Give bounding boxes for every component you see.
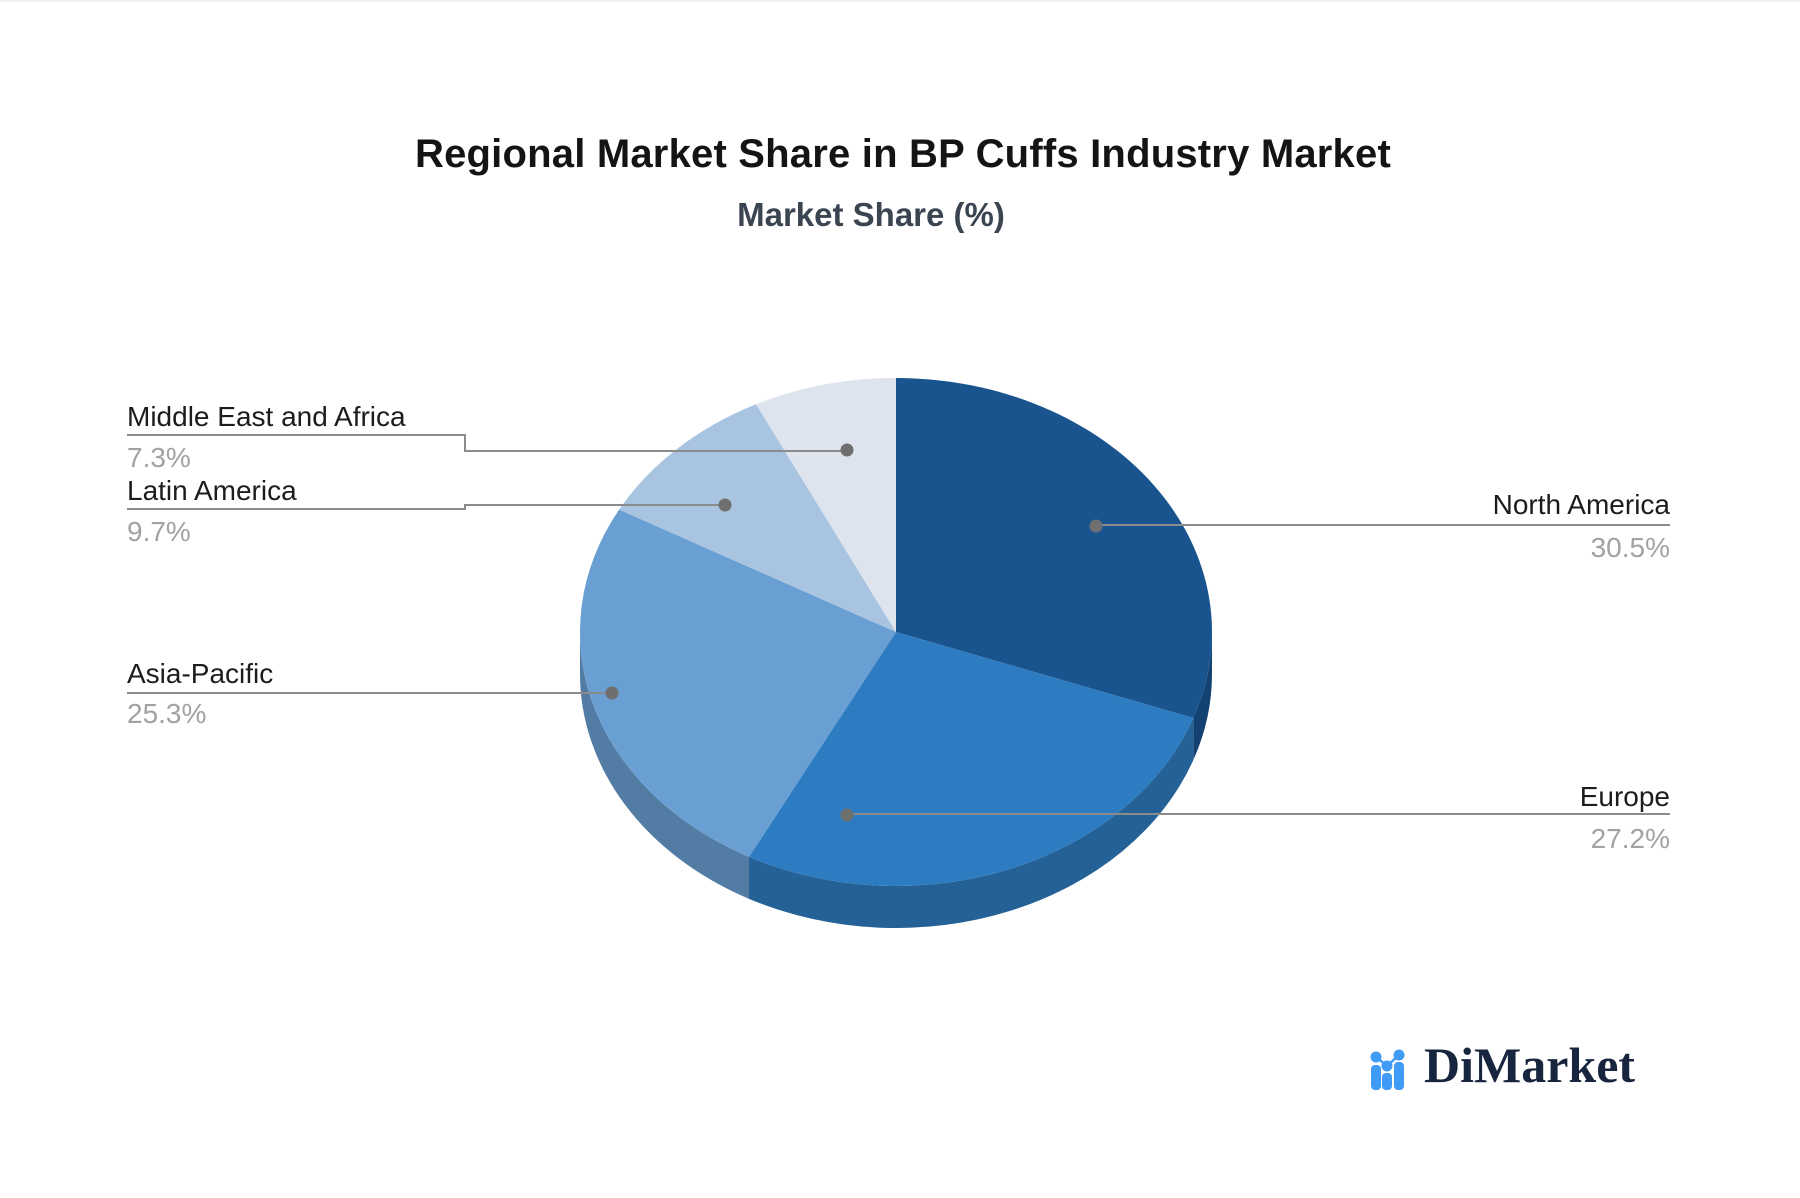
leader-line-middle-east-and-africa [127,434,847,452]
slice-value-north-america: 30.5% [1590,532,1670,563]
chart-subtitle: Market Share (%) [737,196,1005,233]
pie-slice-asia-pacific[interactable] [580,509,896,857]
dimarket-logo: DiMarket [1362,1040,1635,1092]
slice-value-europe: 27.2% [1590,823,1670,854]
pie-side-europe [749,718,1194,928]
pie-slice-europe[interactable] [749,632,1194,886]
leader-line-latin-america [127,504,725,510]
leader-dot-north-america [1089,519,1103,533]
pie-slice-latin-america[interactable] [619,404,896,632]
pie-slices [580,378,1212,886]
slice-label-europe: Europe [1579,781,1670,812]
pie-slice-north-america[interactable] [896,378,1212,719]
leader-dot-middle-east-and-africa [840,443,854,457]
leader-lines [127,434,1670,822]
pie-side-north-america [1193,632,1212,761]
leader-dot-latin-america [718,498,732,512]
slice-value-middle-east-africa: 7.3% [127,442,191,473]
leader-dot-europe [840,808,854,822]
pie-3d-sides [580,632,1212,928]
slice-label-middle-east-africa: Middle East and Africa [127,401,406,432]
pie-side-asia-pacific [580,632,750,899]
bar-chart-logo-icon [1370,1049,1405,1090]
chart-title: Regional Market Share in BP Cuffs Indust… [415,132,1391,176]
slice-label-asia-pacific: Asia-Pacific [127,658,274,689]
logo-text: DiMarket [1424,1037,1636,1093]
leader-dot-asia-pacific [605,686,619,700]
slice-value-latin-america: 9.7% [127,516,191,547]
slice-label-north-america: North America [1492,489,1670,520]
pie-slice-middle-east-and-africa[interactable] [756,378,896,632]
slice-label-latin-america: Latin America [127,475,297,506]
slice-value-asia-pacific: 25.3% [127,698,207,729]
